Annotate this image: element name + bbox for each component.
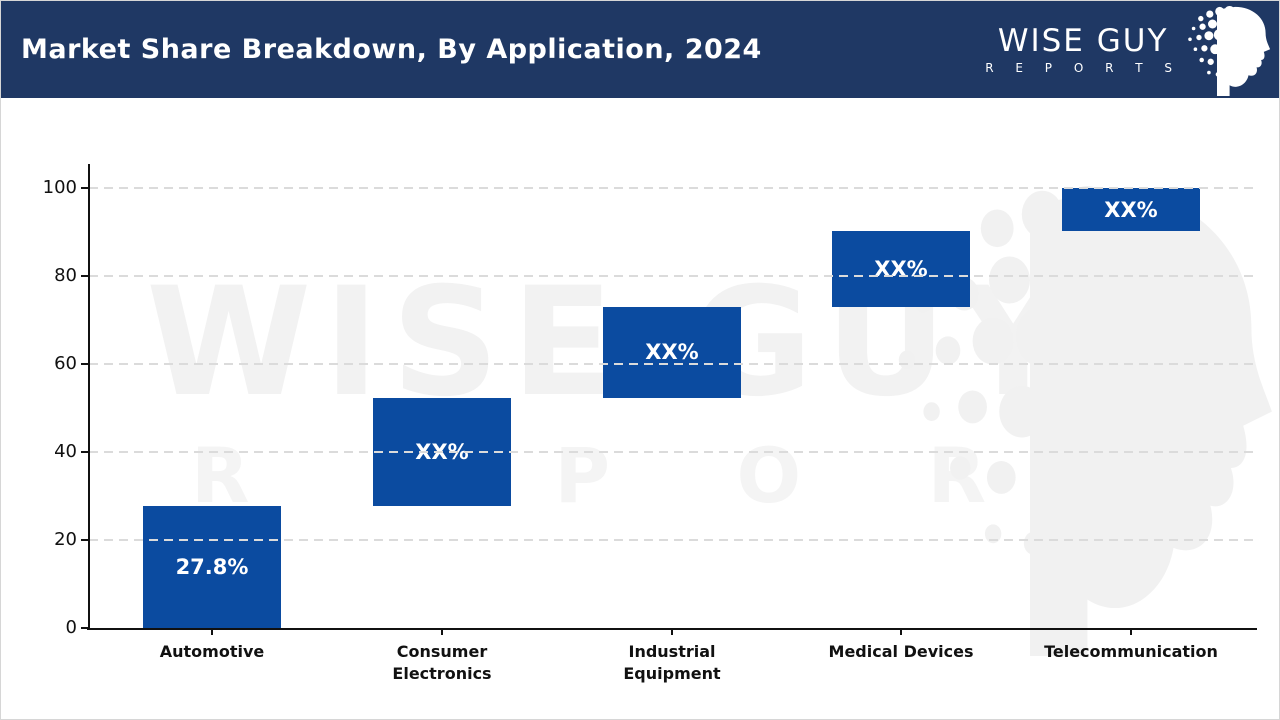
bar-value-label: 27.8% xyxy=(175,554,249,579)
bar-telecommunication: XX% xyxy=(1062,188,1200,232)
logo-head-icon xyxy=(1188,6,1271,96)
category-label-telecommunication: Telecommunication xyxy=(1044,642,1218,661)
gridline-y80 xyxy=(89,275,1257,277)
y-tick-100 xyxy=(81,187,88,189)
y-tick-label-20: 20 xyxy=(54,529,77,550)
y-tick-label-60: 60 xyxy=(54,353,77,374)
logo-subtitle: R E P O R T S xyxy=(985,61,1181,75)
y-tick-60 xyxy=(81,363,88,365)
category-label-industrial-equipment: Industrial Equipment xyxy=(623,642,721,683)
y-tick-20 xyxy=(81,539,88,541)
x-tick-3 xyxy=(671,628,673,635)
gridline-y60 xyxy=(89,363,1257,365)
x-tick-4 xyxy=(900,628,902,635)
header-band: Market Share Breakdown, By Application, … xyxy=(1,1,1279,98)
y-tick-label-80: 80 xyxy=(54,265,77,286)
x-tick-1 xyxy=(211,628,213,635)
bar-value-label: XX% xyxy=(874,256,928,281)
bar-value-label: XX% xyxy=(645,340,699,365)
y-tick-80 xyxy=(81,275,88,277)
gridline-y40 xyxy=(89,451,1257,453)
y-tick-40 xyxy=(81,451,88,453)
bar-automotive: 27.8% xyxy=(143,505,281,628)
y-axis-line xyxy=(88,164,90,630)
logo-wordmark: WISE GUY xyxy=(997,23,1169,59)
logo-text: WISE GUY R E P O R T S xyxy=(985,23,1181,75)
x-tick-5 xyxy=(1130,628,1132,635)
y-tick-label-100: 100 xyxy=(42,177,77,198)
y-tick-label-40: 40 xyxy=(54,441,77,462)
gridline-y20 xyxy=(89,539,1257,541)
wise-guy-logo: WISE GUY R E P O R T S xyxy=(985,1,1273,98)
category-label-consumer-electronics: Consumer Electronics xyxy=(392,642,492,683)
chart-title: Market Share Breakdown, By Application, … xyxy=(21,34,762,65)
y-tick-label-0: 0 xyxy=(65,617,77,638)
bar-value-label: XX% xyxy=(1104,197,1158,222)
category-label-automotive: Automotive xyxy=(159,642,265,661)
category-label-medical-devices: Medical Devices xyxy=(828,642,974,661)
bar-industrial-equipment: XX% xyxy=(603,306,741,398)
x-tick-2 xyxy=(441,628,443,635)
y-tick-0 xyxy=(81,627,88,629)
bar-medical-devices: XX% xyxy=(832,231,970,307)
gridline-y100 xyxy=(89,187,1257,189)
